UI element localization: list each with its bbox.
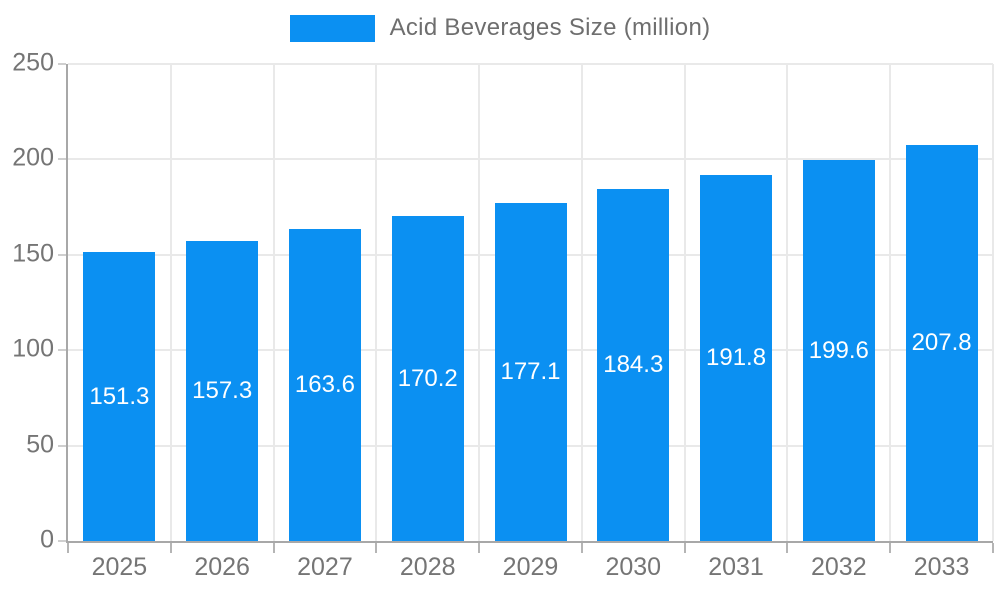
x-axis-tick <box>889 543 892 553</box>
y-axis-tick <box>58 253 66 256</box>
x-tick-label: 2031 <box>708 553 764 581</box>
y-tick-label: 0 <box>40 525 54 554</box>
x-axis-tick <box>992 543 994 553</box>
bar-2029: 177.1 <box>494 203 567 541</box>
x-tick-label: 2025 <box>91 553 148 581</box>
v-gridline <box>478 64 481 541</box>
v-gridline <box>580 64 583 541</box>
v-gridline <box>272 64 275 541</box>
bar-2028: 170.2 <box>391 216 464 541</box>
v-gridline <box>683 64 686 541</box>
v-gridline <box>169 64 172 541</box>
x-axis-tick <box>67 543 69 553</box>
y-axis-tick <box>58 349 66 352</box>
x-tick-label: 2028 <box>399 553 456 581</box>
v-gridline <box>889 64 892 541</box>
h-gridline <box>68 63 993 65</box>
legend-label: Acid Beverages Size (million) <box>389 14 711 41</box>
bar-value-label: 199.6 <box>808 336 869 364</box>
bar-2030: 184.3 <box>597 189 670 541</box>
y-axis-line <box>66 64 68 543</box>
plot-area: 151.3 157.3 163.6 170.2 177.1 184.3 191.8 199.6… <box>58 63 994 553</box>
x-tick-label: 2030 <box>605 553 662 581</box>
y-tick-label: 250 <box>12 48 54 77</box>
x-axis-tick <box>580 543 583 553</box>
x-tick-label: 2026 <box>194 553 250 581</box>
bar-2031: 191.8 <box>700 175 773 541</box>
y-tick-label: 200 <box>12 143 54 172</box>
bar-value-label: 207.8 <box>911 328 972 356</box>
bar-2027: 163.6 <box>288 228 361 541</box>
x-axis-tick <box>272 543 275 553</box>
v-gridline <box>375 64 378 541</box>
bar-value-label: 177.1 <box>500 358 561 386</box>
legend-color-swatch <box>289 14 375 42</box>
bar-value-label: 191.8 <box>706 344 767 372</box>
x-tick-label: 2033 <box>913 553 970 581</box>
h-gridline <box>68 158 993 161</box>
y-axis-tick <box>58 158 66 161</box>
bar-2026: 157.3 <box>186 240 259 541</box>
x-tick-label: 2032 <box>811 553 867 581</box>
y-axis-tick <box>58 444 66 447</box>
bar-2033: 207.8 <box>905 144 978 541</box>
x-axis-tick <box>478 543 481 553</box>
x-axis-line <box>66 541 993 543</box>
x-axis-tick <box>169 543 172 553</box>
x-tick-label: 2027 <box>297 553 353 581</box>
bar-value-label: 151.3 <box>89 382 150 410</box>
y-tick-label: 100 <box>12 334 54 363</box>
bar-value-label: 163.6 <box>294 370 355 398</box>
x-tick-label: 2029 <box>502 553 559 581</box>
legend: Acid Beverages Size (million) <box>0 14 1000 42</box>
bar-2032: 199.6 <box>802 160 875 541</box>
bar-value-label: 170.2 <box>397 364 458 392</box>
x-axis-tick <box>683 543 686 553</box>
v-gridline <box>992 64 994 541</box>
y-tick-label: 50 <box>26 429 54 458</box>
v-gridline <box>786 64 789 541</box>
x-axis-tick <box>786 543 789 553</box>
bar-2025: 151.3 <box>83 252 156 541</box>
y-axis-tick <box>58 540 66 542</box>
y-axis-tick <box>58 63 66 65</box>
bar-value-label: 157.3 <box>192 376 253 404</box>
bar-value-label: 184.3 <box>603 351 664 379</box>
x-axis-tick <box>375 543 378 553</box>
y-tick-label: 150 <box>12 239 54 268</box>
legend-item[interactable]: Acid Beverages Size (million) <box>289 14 711 42</box>
